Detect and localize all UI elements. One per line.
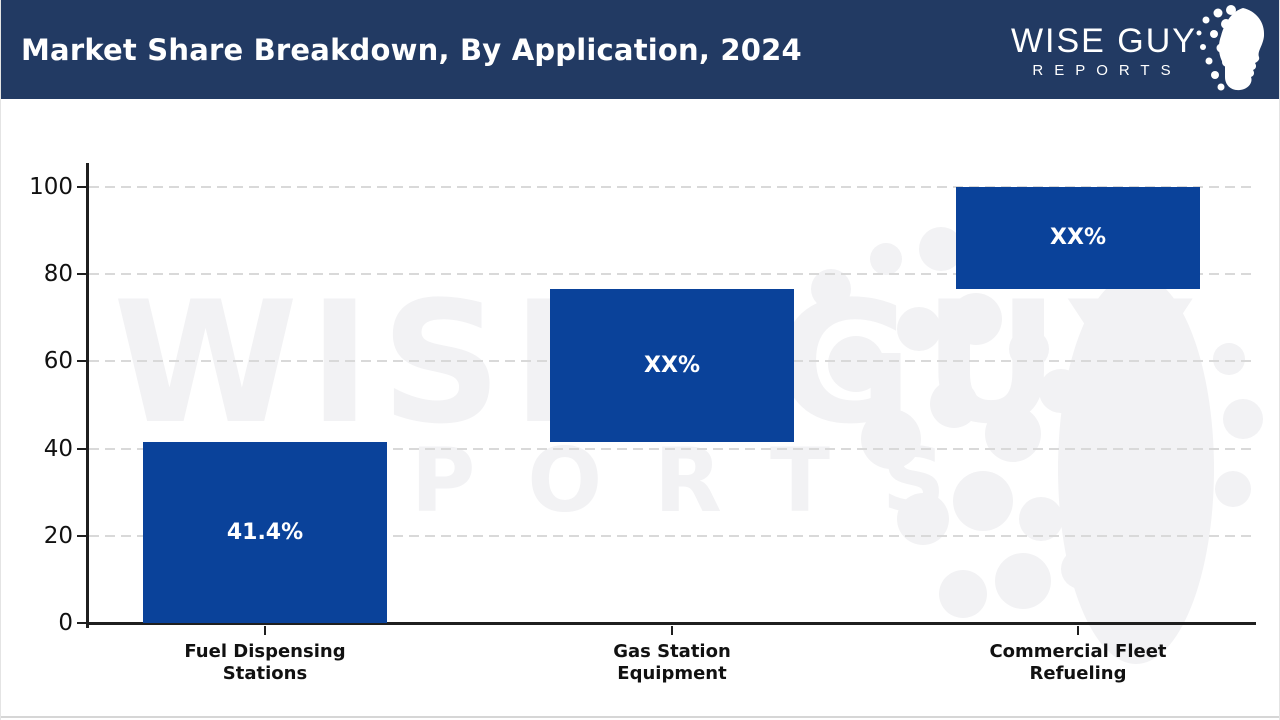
bar-value-label: 41.4% (226, 519, 304, 545)
x-axis-spine (86, 622, 1256, 625)
y-tick-mark (77, 534, 86, 537)
category-label-line: Equipment (617, 662, 727, 684)
category-label-line: Commercial Fleet (989, 641, 1167, 662)
y-tick-mark (77, 186, 86, 188)
y-tick-mark (77, 447, 86, 450)
category-label-line: Stations (222, 662, 308, 684)
logo-brand-text: WISE GUY (1010, 21, 1197, 60)
category-label-line: Refueling (1029, 662, 1127, 684)
x-tick-mark (671, 626, 673, 635)
header-bar: Market Share Breakdown, By Application, … (1, 0, 1279, 99)
y-tick-label: 0 (58, 610, 73, 636)
category-label: Fuel Dispensing Stations (125, 641, 405, 684)
x-tick-mark (264, 626, 266, 635)
bar-value-label: XX% (1050, 225, 1106, 250)
x-tick-mark (1077, 626, 1079, 635)
y-tick-mark (77, 273, 86, 276)
wiseguy-logo: WISE GUY REPORTS (1011, 4, 1271, 96)
category-label-line: Gas Station (613, 641, 731, 662)
gridline (89, 186, 1255, 188)
y-tick-label: 100 (29, 174, 73, 200)
category-label: Commercial Fleet Refueling (938, 641, 1218, 684)
y-tick-label: 20 (43, 522, 73, 549)
category-label-line: Fuel Dispensing (184, 641, 346, 662)
y-tick-label: 80 (43, 261, 73, 288)
gridline (89, 534, 1255, 537)
chart-plot-area: WISE GUY REPORTS 0 20 40 60 80 100 41.4% XX% XX (1, 99, 1279, 717)
logo-wordmark: WISE GUY REPORTS (1011, 22, 1197, 79)
page-title: Market Share Breakdown, By Application, … (21, 32, 802, 67)
gridline (89, 273, 1255, 276)
dotted-face-profile-icon (1196, 5, 1265, 91)
logo-sub-text: REPORTS (1032, 61, 1182, 79)
bar-value-label: XX% (644, 352, 700, 378)
footer-rule (1, 716, 1279, 718)
bar-segment (143, 442, 387, 623)
gridline (89, 447, 1255, 450)
watermark-dotted-face-icon (811, 227, 1263, 664)
y-tick-mark (77, 622, 86, 624)
bar-segment (956, 187, 1200, 290)
y-tick-mark (77, 360, 86, 363)
y-tick-label: 40 (43, 435, 73, 462)
y-axis-spine (86, 163, 89, 628)
bar-segment (550, 289, 794, 443)
y-tick-label: 60 (43, 348, 73, 375)
category-label: Gas Station Equipment (532, 641, 812, 684)
